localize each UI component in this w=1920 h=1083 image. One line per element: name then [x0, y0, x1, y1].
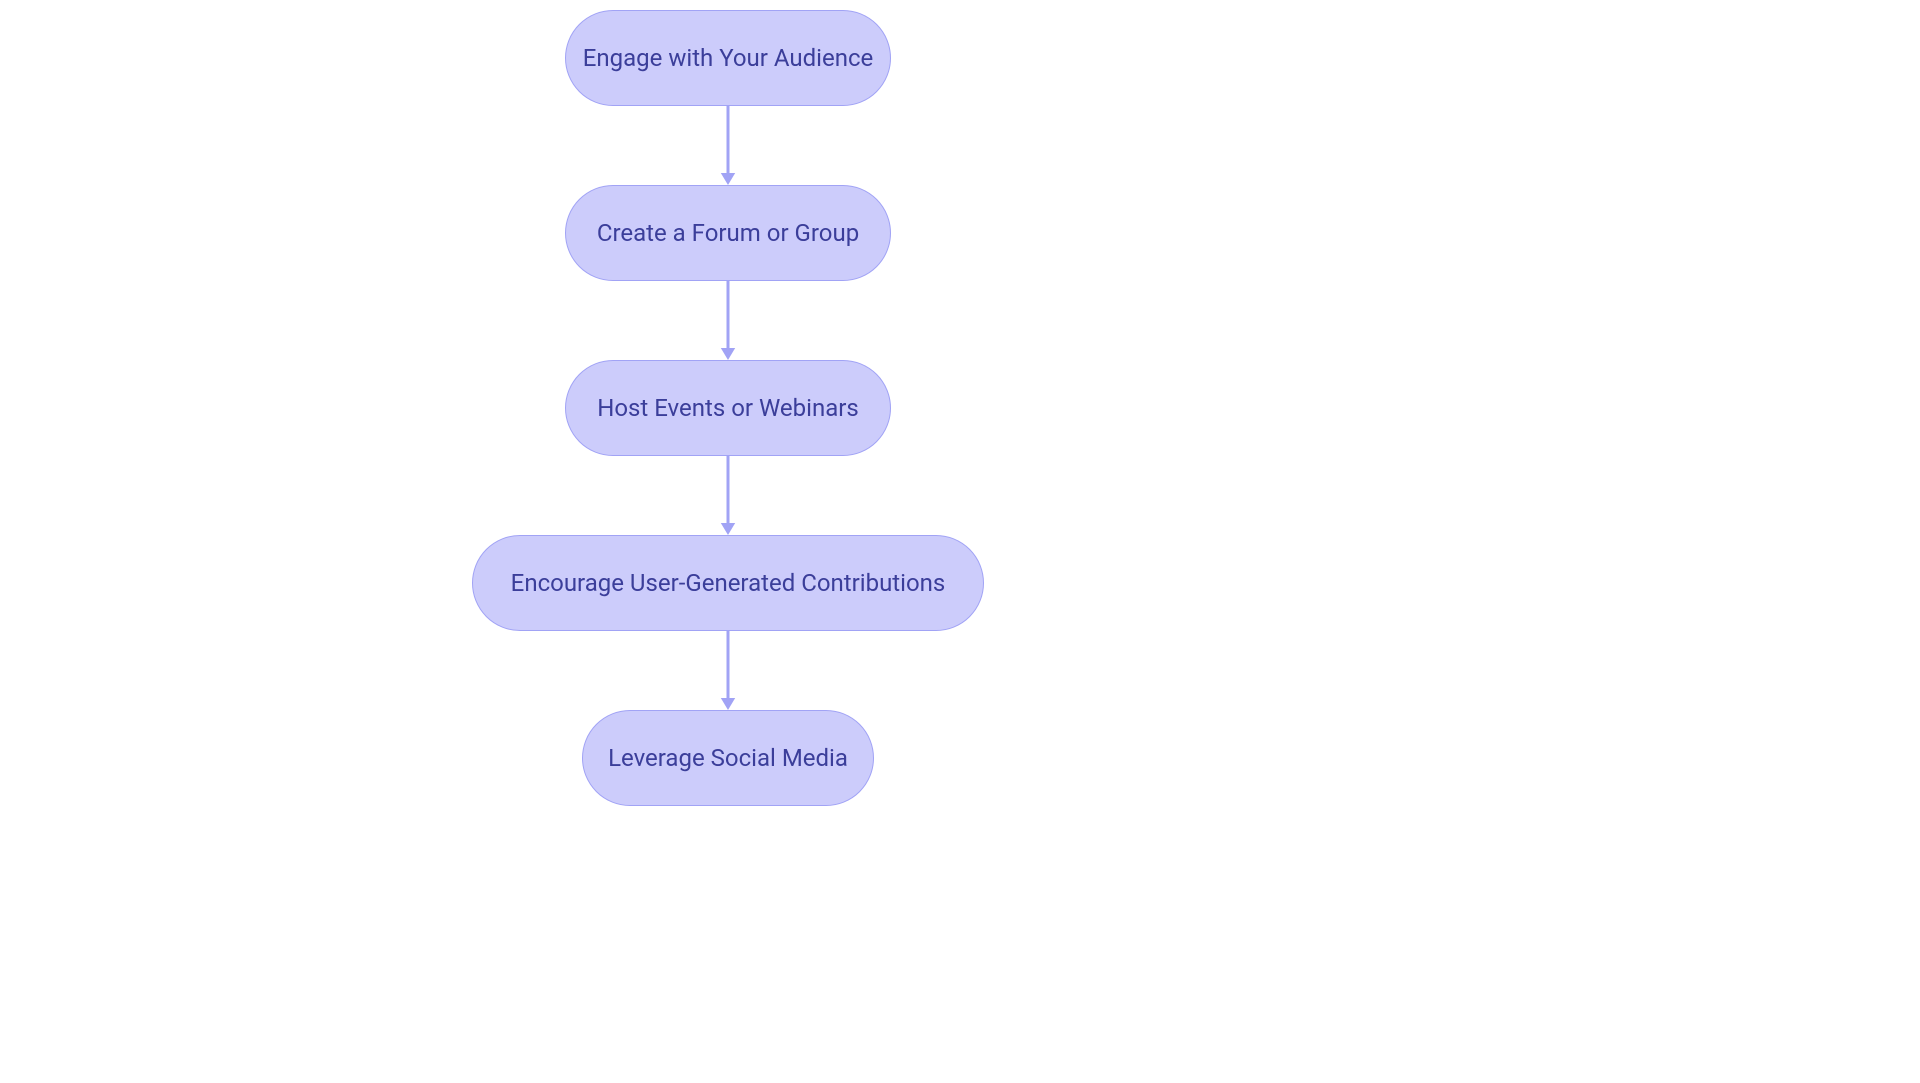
flowchart-arrow — [708, 281, 748, 360]
flowchart-node: Encourage User-Generated Contributions — [472, 535, 984, 631]
node-label: Create a Forum or Group — [597, 219, 859, 247]
flowchart-node: Host Events or Webinars — [565, 360, 891, 456]
flowchart-arrow — [708, 106, 748, 185]
flowchart-node: Leverage Social Media — [582, 710, 874, 806]
node-label: Leverage Social Media — [608, 744, 848, 772]
flowchart-canvas: Engage with Your Audience Create a Forum… — [0, 0, 1920, 1083]
node-label: Encourage User-Generated Contributions — [511, 569, 946, 597]
flowchart-arrow — [708, 631, 748, 710]
flowchart-arrow — [708, 456, 748, 535]
flowchart-node: Engage with Your Audience — [565, 10, 891, 106]
flowchart-node: Create a Forum or Group — [565, 185, 891, 281]
node-label: Host Events or Webinars — [597, 394, 859, 422]
node-label: Engage with Your Audience — [583, 44, 874, 72]
